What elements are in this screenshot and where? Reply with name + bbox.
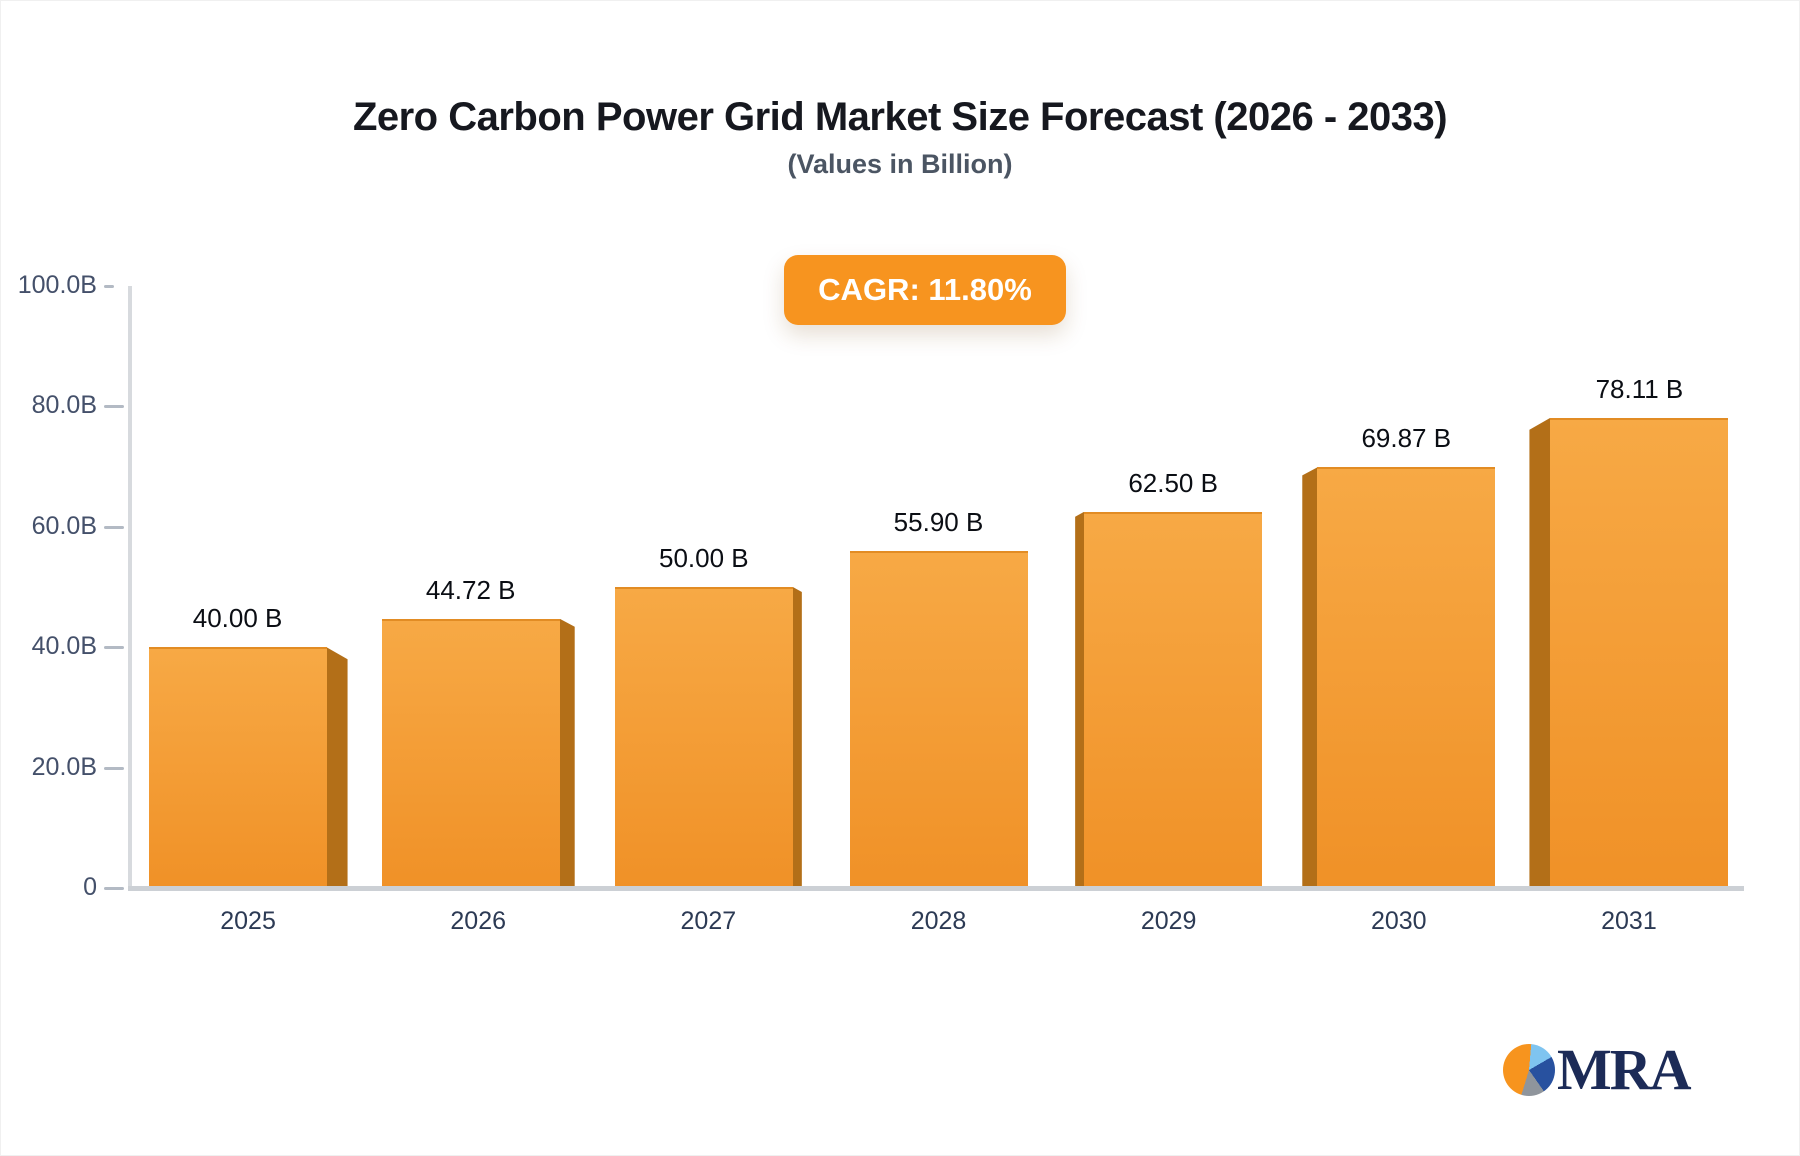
bar-2029 — [1084, 511, 1263, 888]
cagr-badge: CAGR: 11.80% — [784, 255, 1066, 325]
y-axis-tick-label: 60.0B — [31, 511, 97, 540]
y-axis-tick-mark — [104, 525, 124, 529]
y-axis-tick-label: 0 — [83, 873, 97, 901]
bar-2026-3d-side — [559, 618, 575, 888]
bar-2029-3d-side — [1075, 511, 1085, 888]
y-axis-tick-label: 20.0B — [31, 752, 97, 781]
bar-value-label-2029: 62.50 B — [1128, 467, 1218, 498]
bar-2027 — [614, 587, 793, 888]
y-axis-tick-mark — [104, 285, 114, 288]
bar-value-label-2027: 50.00 B — [659, 543, 749, 573]
y-axis-tick-mark — [104, 646, 124, 650]
brand-logo: MRA — [1503, 1037, 1692, 1102]
y-axis-line — [128, 286, 132, 888]
bar-2031-3d-side — [1529, 417, 1551, 888]
y-axis-tick-label: 100.0B — [17, 271, 97, 299]
bar-value-label-2030: 69.87 B — [1361, 423, 1452, 454]
x-axis-line — [128, 886, 1744, 891]
y-axis-tick-mark — [104, 766, 124, 770]
x-axis-label-2027: 2027 — [680, 907, 737, 935]
bar-2027-3d-side — [792, 587, 802, 888]
y-axis-tick-label: 40.0B — [31, 632, 97, 661]
x-axis-label-2030: 2030 — [1370, 907, 1427, 935]
bar-value-label-2025: 40.00 B — [192, 603, 283, 634]
x-axis-label-2028: 2028 — [910, 907, 967, 935]
bar-value-label-2031: 78.11 B — [1595, 373, 1684, 404]
brand-logo-text: MRA — [1557, 1037, 1692, 1102]
y-axis-tick-label: 80.0B — [31, 391, 97, 420]
bar-2031 — [1550, 417, 1729, 888]
bar-2030 — [1317, 467, 1496, 888]
cagr-badge-label: CAGR: 11.80% — [818, 272, 1032, 307]
bar-value-label-2026: 44.72 B — [425, 574, 516, 605]
bar-value-label-2028: 55.90 B — [893, 507, 984, 538]
bar-2030-3d-side — [1302, 467, 1318, 888]
bar-2025 — [148, 647, 327, 888]
chart-title: Zero Carbon Power Grid Market Size Forec… — [352, 95, 1448, 139]
x-axis-label-2025: 2025 — [220, 907, 276, 935]
bar-2026 — [381, 618, 560, 888]
y-axis-tick-mark — [104, 405, 124, 409]
bar-2028 — [849, 551, 1028, 888]
x-axis-label-2029: 2029 — [1140, 907, 1197, 935]
x-axis-label-2031: 2031 — [1601, 907, 1657, 935]
y-axis-tick-mark — [104, 887, 124, 890]
bar-2025-3d-side — [326, 647, 348, 888]
chart-subtitle: (Values in Billion) — [787, 149, 1013, 179]
pie-chart-icon — [1503, 1044, 1555, 1096]
x-axis-label-2026: 2026 — [450, 907, 507, 935]
